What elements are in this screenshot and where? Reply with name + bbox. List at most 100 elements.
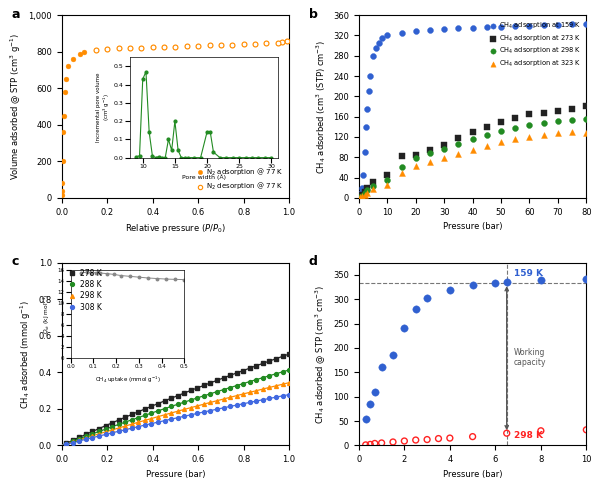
308 K xyxy=(214,406,221,412)
Point xyxy=(370,440,380,448)
308 K xyxy=(220,405,227,411)
CH$_4$ adsorption at 298 K xyxy=(357,192,367,200)
288 K xyxy=(62,441,70,447)
288 K xyxy=(286,367,293,373)
CH$_4$ adsorption at 298 K xyxy=(382,176,392,184)
CH$_4$ adsorption at 159 K xyxy=(355,193,365,201)
CH$_4$ adsorption at 323 K xyxy=(553,130,563,137)
CH$_4$ adsorption at 298 K xyxy=(454,140,463,148)
N$_2$ desorption @ 77 K xyxy=(263,40,270,46)
288 K xyxy=(207,391,214,396)
CH$_4$ adsorption at 323 K xyxy=(397,169,406,177)
288 K xyxy=(187,397,194,403)
298 K xyxy=(214,398,221,404)
298 K xyxy=(62,441,70,447)
N$_2$ desorption @ 77 K xyxy=(160,44,167,50)
288 K xyxy=(69,438,76,444)
278 K xyxy=(227,373,234,378)
308 K xyxy=(148,421,155,427)
Point xyxy=(400,437,409,445)
Point xyxy=(422,436,432,444)
278 K xyxy=(154,401,161,407)
CH$_4$ adsorption at 298 K xyxy=(360,189,370,197)
CH$_4$ adsorption at 273 K xyxy=(411,151,421,159)
Line: 308 K: 308 K xyxy=(64,393,291,446)
Point xyxy=(361,441,370,449)
CH$_4$ adsorption at 323 K xyxy=(511,135,520,143)
288 K xyxy=(239,381,247,387)
Text: b: b xyxy=(309,8,317,21)
X-axis label: Relative pressure ($P/P_0$): Relative pressure ($P/P_0$) xyxy=(125,222,226,235)
CH$_4$ adsorption at 323 K xyxy=(360,191,370,199)
278 K xyxy=(109,420,116,426)
CH$_4$ adsorption at 273 K xyxy=(368,178,378,186)
298 K xyxy=(167,410,175,416)
Point xyxy=(445,434,455,442)
N$_2$ desorption @ 77 K xyxy=(104,46,111,52)
CH$_4$ adsorption at 298 K xyxy=(482,131,491,139)
N$_2$ adsorption @ 77 K xyxy=(70,56,77,62)
288 K xyxy=(95,429,103,434)
298 K xyxy=(286,380,293,386)
288 K xyxy=(122,419,129,425)
CH$_4$ adsorption at 159 K xyxy=(360,148,370,156)
278 K xyxy=(253,363,260,369)
298 K xyxy=(253,388,260,393)
N$_2$ adsorption @ 77 K xyxy=(62,76,70,82)
308 K xyxy=(115,429,122,434)
288 K xyxy=(161,406,168,412)
Point xyxy=(377,364,386,372)
N$_2$ adsorption @ 77 K xyxy=(172,44,179,50)
298 K xyxy=(128,421,136,427)
308 K xyxy=(174,415,181,421)
308 K xyxy=(286,392,293,397)
278 K xyxy=(174,393,181,398)
Point xyxy=(388,438,398,446)
Legend: 278 K, 288 K, 298 K, 308 K: 278 K, 288 K, 298 K, 308 K xyxy=(65,266,104,314)
N$_2$ adsorption @ 77 K xyxy=(65,63,72,69)
298 K xyxy=(141,417,148,423)
308 K xyxy=(128,425,136,431)
N$_2$ desorption @ 77 K xyxy=(251,41,259,47)
Point xyxy=(365,400,375,408)
CH$_4$ adsorption at 298 K xyxy=(539,119,548,127)
308 K xyxy=(109,430,116,436)
298 K xyxy=(135,419,142,425)
Point xyxy=(422,295,432,302)
N$_2$ adsorption @ 77 K xyxy=(240,41,247,47)
CH$_4$ adsorption at 273 K xyxy=(355,192,365,200)
CH$_4$ adsorption at 323 K xyxy=(496,138,506,146)
288 K xyxy=(109,424,116,430)
CH$_4$ adsorption at 159 K xyxy=(524,22,534,30)
298 K xyxy=(161,412,168,418)
N$_2$ adsorption @ 77 K xyxy=(58,192,65,198)
CH$_4$ adsorption at 298 K xyxy=(524,121,534,129)
Point xyxy=(536,276,545,284)
N$_2$ adsorption @ 77 K xyxy=(137,45,145,51)
278 K xyxy=(266,358,273,364)
288 K xyxy=(259,375,266,380)
288 K xyxy=(233,383,240,389)
CH$_4$ adsorption at 273 K xyxy=(524,110,534,118)
308 K xyxy=(161,418,168,424)
N$_2$ adsorption @ 77 K xyxy=(279,38,286,44)
Point xyxy=(400,325,409,333)
308 K xyxy=(95,433,103,439)
298 K xyxy=(122,423,129,429)
288 K xyxy=(102,426,109,432)
Y-axis label: CH$_4$ adsorbed @ STP (cm$^3$ cm$^{-3}$): CH$_4$ adsorbed @ STP (cm$^3$ cm$^{-3}$) xyxy=(314,284,328,424)
N$_2$ adsorption @ 77 K xyxy=(60,129,67,135)
308 K xyxy=(167,416,175,422)
278 K xyxy=(95,426,103,431)
CH$_4$ adsorption at 298 K xyxy=(397,164,406,171)
288 K xyxy=(253,376,260,382)
278 K xyxy=(286,351,293,357)
298 K xyxy=(233,393,240,398)
CH$_4$ adsorption at 273 K xyxy=(439,141,449,149)
N$_2$ desorption @ 77 K xyxy=(279,38,286,44)
Point xyxy=(377,439,386,447)
278 K xyxy=(233,370,240,376)
CH$_4$ adsorption at 298 K xyxy=(568,116,577,124)
CH$_4$ adsorption at 323 K xyxy=(355,193,365,201)
CH$_4$ adsorption at 298 K xyxy=(553,117,563,125)
